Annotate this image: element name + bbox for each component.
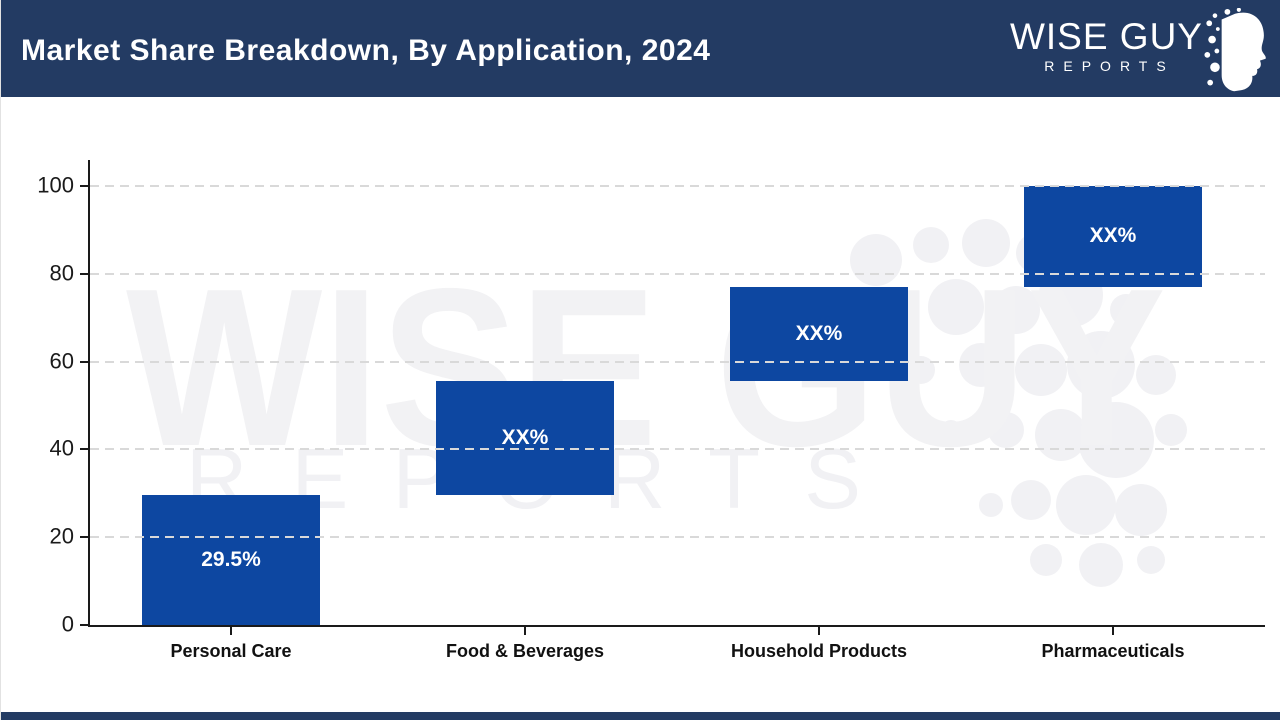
x-axis-tick	[1112, 627, 1114, 635]
y-axis-tick	[80, 360, 89, 363]
logo-subtitle: REPORTS	[1044, 58, 1175, 74]
y-axis-tick	[80, 536, 89, 539]
market-share-bar	[1024, 186, 1202, 287]
y-axis-spine	[88, 160, 90, 627]
x-axis-category-label: Food & Beverages	[445, 641, 605, 661]
y-axis-tick-label: 80	[49, 260, 74, 286]
y-axis-tick	[80, 624, 89, 626]
y-axis-tick	[80, 185, 89, 187]
y-axis-tick-label: 60	[49, 348, 74, 374]
y-axis-tick-label: 20	[49, 523, 74, 549]
y-axis-tick-label: 0	[61, 611, 74, 637]
x-axis-spine	[88, 625, 1265, 627]
x-axis-category-label: Pharmaceuticals	[1041, 641, 1185, 661]
bar-value-label: XX%	[1089, 224, 1137, 248]
x-axis-category-label: Household Products	[730, 641, 907, 661]
chart-area: WISE GUY REPORTS 02040608010029.5%Person…	[1, 97, 1280, 712]
gridline	[90, 536, 1265, 539]
market-share-bar	[730, 286, 908, 382]
x-axis-tick	[524, 627, 526, 635]
logo-wordmark: WISE GUY	[1009, 16, 1203, 57]
gridline	[90, 360, 1265, 363]
y-axis-tick-label: 40	[49, 435, 74, 461]
logo-face-icon	[1204, 8, 1266, 92]
x-axis-category-label: Personal Care	[170, 641, 292, 661]
page-title: Market Share Breakdown, By Application, …	[21, 34, 711, 67]
gridline	[90, 185, 1265, 187]
bar-value-label: XX%	[501, 426, 549, 450]
gridline	[90, 272, 1265, 275]
header-bar: Market Share Breakdown, By Application, …	[1, 0, 1280, 97]
bar-value-label: 29.5%	[201, 548, 261, 572]
wise-guy-logo: WISE GUY REPORTS	[1010, 8, 1271, 92]
logo-text: WISE GUY REPORTS	[1009, 16, 1203, 75]
x-axis-tick	[230, 627, 232, 635]
footer-bar	[1, 712, 1280, 720]
y-axis-tick-label: 100	[37, 172, 74, 198]
gridline	[90, 448, 1265, 451]
y-axis-tick	[80, 272, 89, 275]
market-share-bar	[436, 381, 614, 496]
market-share-bar	[142, 495, 320, 625]
y-axis-tick	[80, 448, 89, 451]
bar-value-label: XX%	[795, 322, 843, 346]
x-axis-tick	[818, 627, 820, 635]
